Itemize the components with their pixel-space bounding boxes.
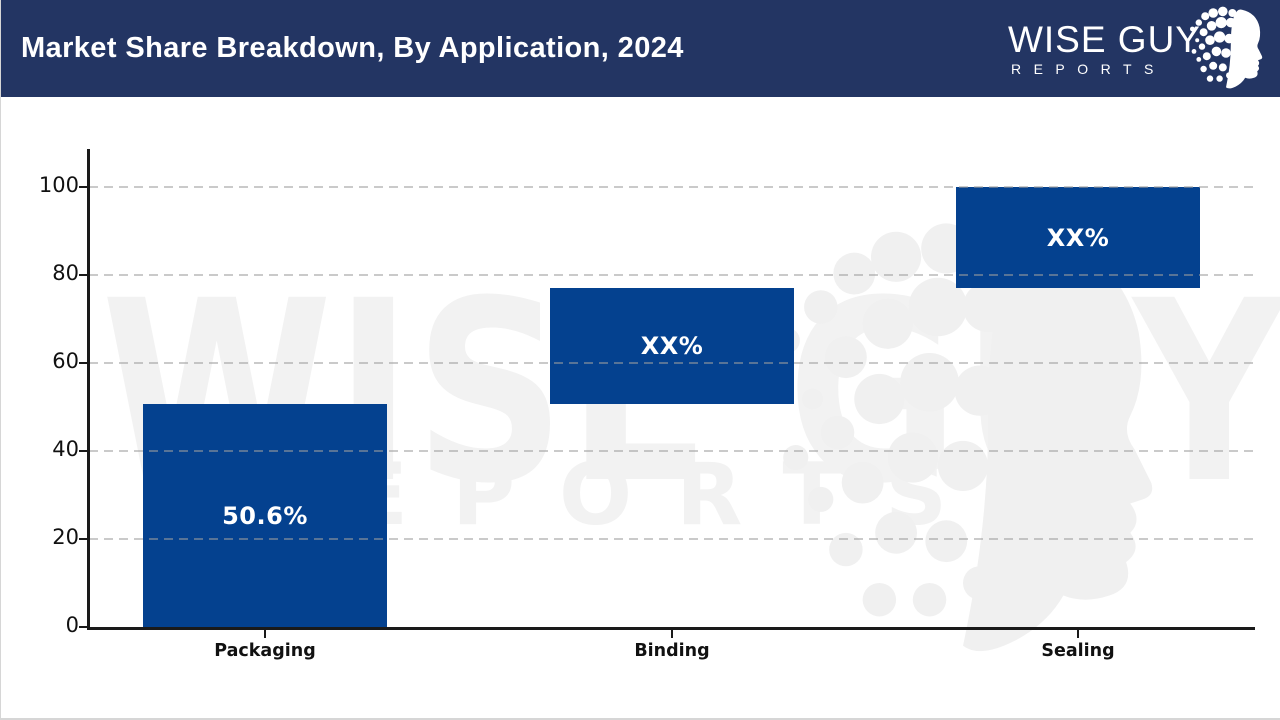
y-tick-mark-40 — [79, 450, 88, 452]
y-tick-mark-80 — [79, 274, 88, 276]
x-category-label-sealing: Sealing — [1041, 641, 1115, 661]
logo-text: WISE GUY REPORTS — [1008, 21, 1201, 76]
bar-sealing: XX% — [956, 187, 1200, 289]
bar-value-label-sealing: XX% — [1046, 223, 1110, 252]
y-tick-label-20: 20 — [52, 525, 79, 549]
chart-title: Market Share Breakdown, By Application, … — [21, 32, 684, 64]
logo-subtitle: REPORTS — [1010, 61, 1166, 77]
gridline-80 — [89, 274, 1253, 276]
gridline-60 — [89, 362, 1253, 364]
y-tick-mark-20 — [79, 538, 88, 540]
gridline-100 — [89, 186, 1253, 188]
wise-guy-reports-logo: WISE GUY REPORTS — [1008, 5, 1280, 93]
y-tick-label-0: 0 — [65, 613, 79, 637]
y-tick-label-60: 60 — [52, 349, 79, 373]
y-tick-mark-60 — [79, 362, 88, 364]
y-tick-label-40: 40 — [52, 437, 79, 461]
chart-canvas: WISE GUY REPORTS 02040608010050.6%XX%XX%… — [1, 97, 1280, 718]
y-tick-label-80: 80 — [52, 261, 79, 285]
bar-value-label-packaging: 50.6% — [222, 501, 308, 530]
logo-wordmark: WISE GUY — [1007, 19, 1201, 60]
bar-binding: XX% — [550, 288, 794, 405]
y-tick-label-100: 100 — [38, 173, 79, 197]
watermark-dotted-face — [774, 223, 1153, 652]
x-axis-spine — [87, 627, 1255, 630]
bar-value-label-binding: XX% — [640, 332, 704, 361]
gridline-20 — [89, 538, 1253, 540]
x-tick-mark-packaging — [264, 629, 266, 638]
x-tick-mark-binding — [671, 629, 673, 638]
y-tick-mark-100 — [79, 186, 88, 188]
header-banner: Market Share Breakdown, By Application, … — [1, 0, 1280, 97]
y-tick-mark-0 — [79, 626, 88, 628]
x-tick-mark-sealing — [1077, 629, 1079, 638]
gridline-40 — [89, 450, 1253, 452]
logo-dotted-face-icon — [1190, 6, 1263, 88]
bar-packaging: 50.6% — [143, 404, 387, 627]
x-category-label-packaging: Packaging — [214, 641, 316, 661]
x-category-label-binding: Binding — [634, 641, 710, 661]
y-axis-spine — [87, 149, 90, 629]
